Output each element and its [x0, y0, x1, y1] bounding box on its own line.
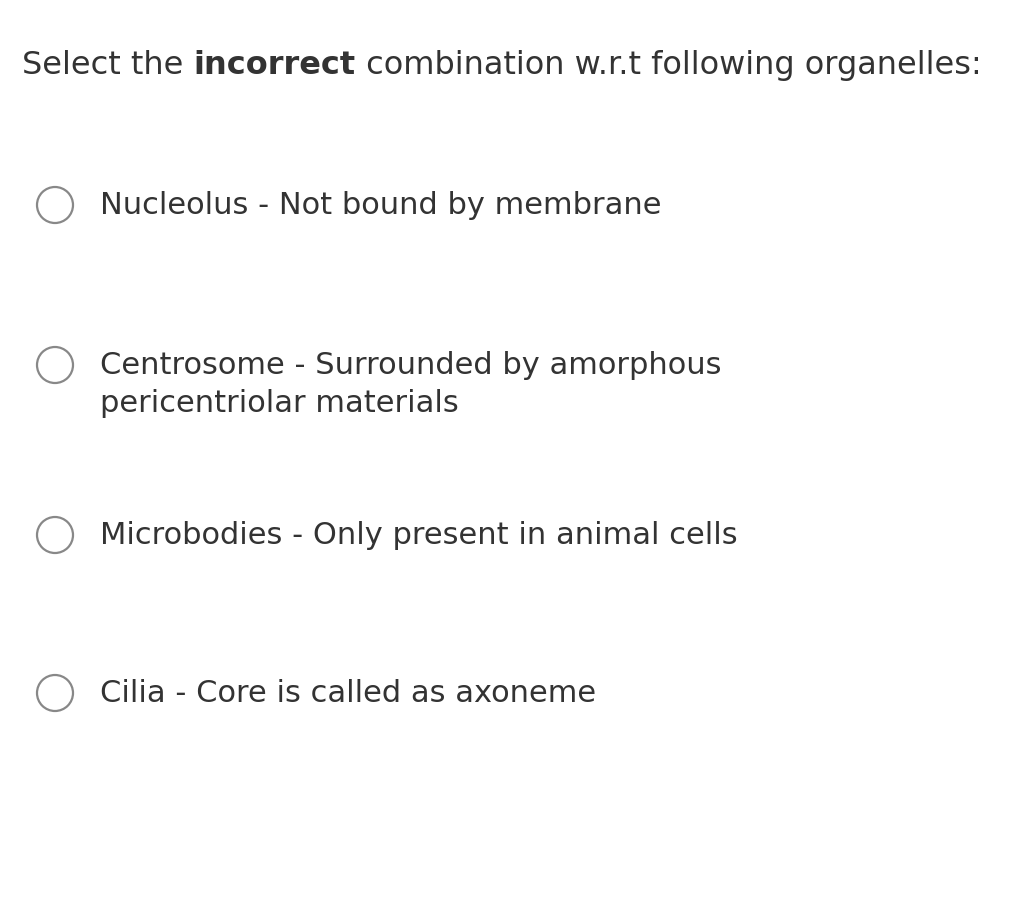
Text: Microbodies - Only present in animal cells: Microbodies - Only present in animal cel… [100, 521, 737, 550]
Text: pericentriolar materials: pericentriolar materials [100, 388, 459, 417]
Text: Cilia - Core is called as axoneme: Cilia - Core is called as axoneme [100, 678, 596, 707]
Text: Centrosome - Surrounded by amorphous: Centrosome - Surrounded by amorphous [100, 350, 722, 379]
Text: Select the: Select the [22, 50, 194, 81]
Text: Nucleolus - Not bound by membrane: Nucleolus - Not bound by membrane [100, 190, 662, 220]
Text: combination w.r.t following organelles:: combination w.r.t following organelles: [355, 50, 981, 81]
Text: incorrect: incorrect [194, 50, 355, 81]
